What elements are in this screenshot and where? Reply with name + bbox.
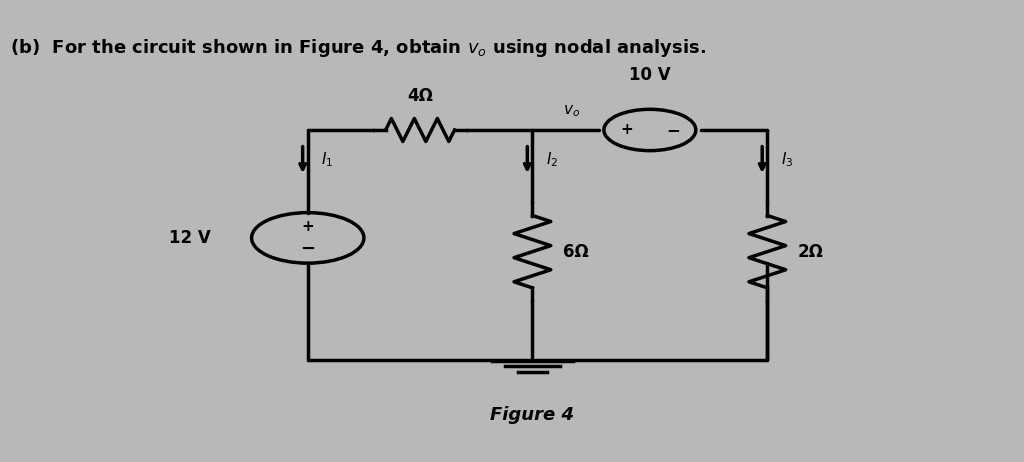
Text: $v_o$: $v_o$ xyxy=(563,104,581,120)
Text: $I_1$: $I_1$ xyxy=(322,151,333,169)
Text: 6Ω: 6Ω xyxy=(563,243,589,261)
Text: 12 V: 12 V xyxy=(169,229,211,247)
Text: $I_2$: $I_2$ xyxy=(546,151,558,169)
Text: Figure 4: Figure 4 xyxy=(490,406,574,424)
Text: +: + xyxy=(621,122,633,138)
Text: 2Ω: 2Ω xyxy=(798,243,824,261)
Text: 10 V: 10 V xyxy=(629,66,671,84)
Text: −: − xyxy=(300,240,315,258)
Text: 4Ω: 4Ω xyxy=(408,87,433,105)
Text: (b)  For the circuit shown in Figure 4, obtain $v_o$ using nodal analysis.: (b) For the circuit shown in Figure 4, o… xyxy=(10,37,707,59)
Text: −: − xyxy=(666,121,680,139)
Text: +: + xyxy=(301,219,314,234)
Text: $I_3$: $I_3$ xyxy=(780,151,793,169)
